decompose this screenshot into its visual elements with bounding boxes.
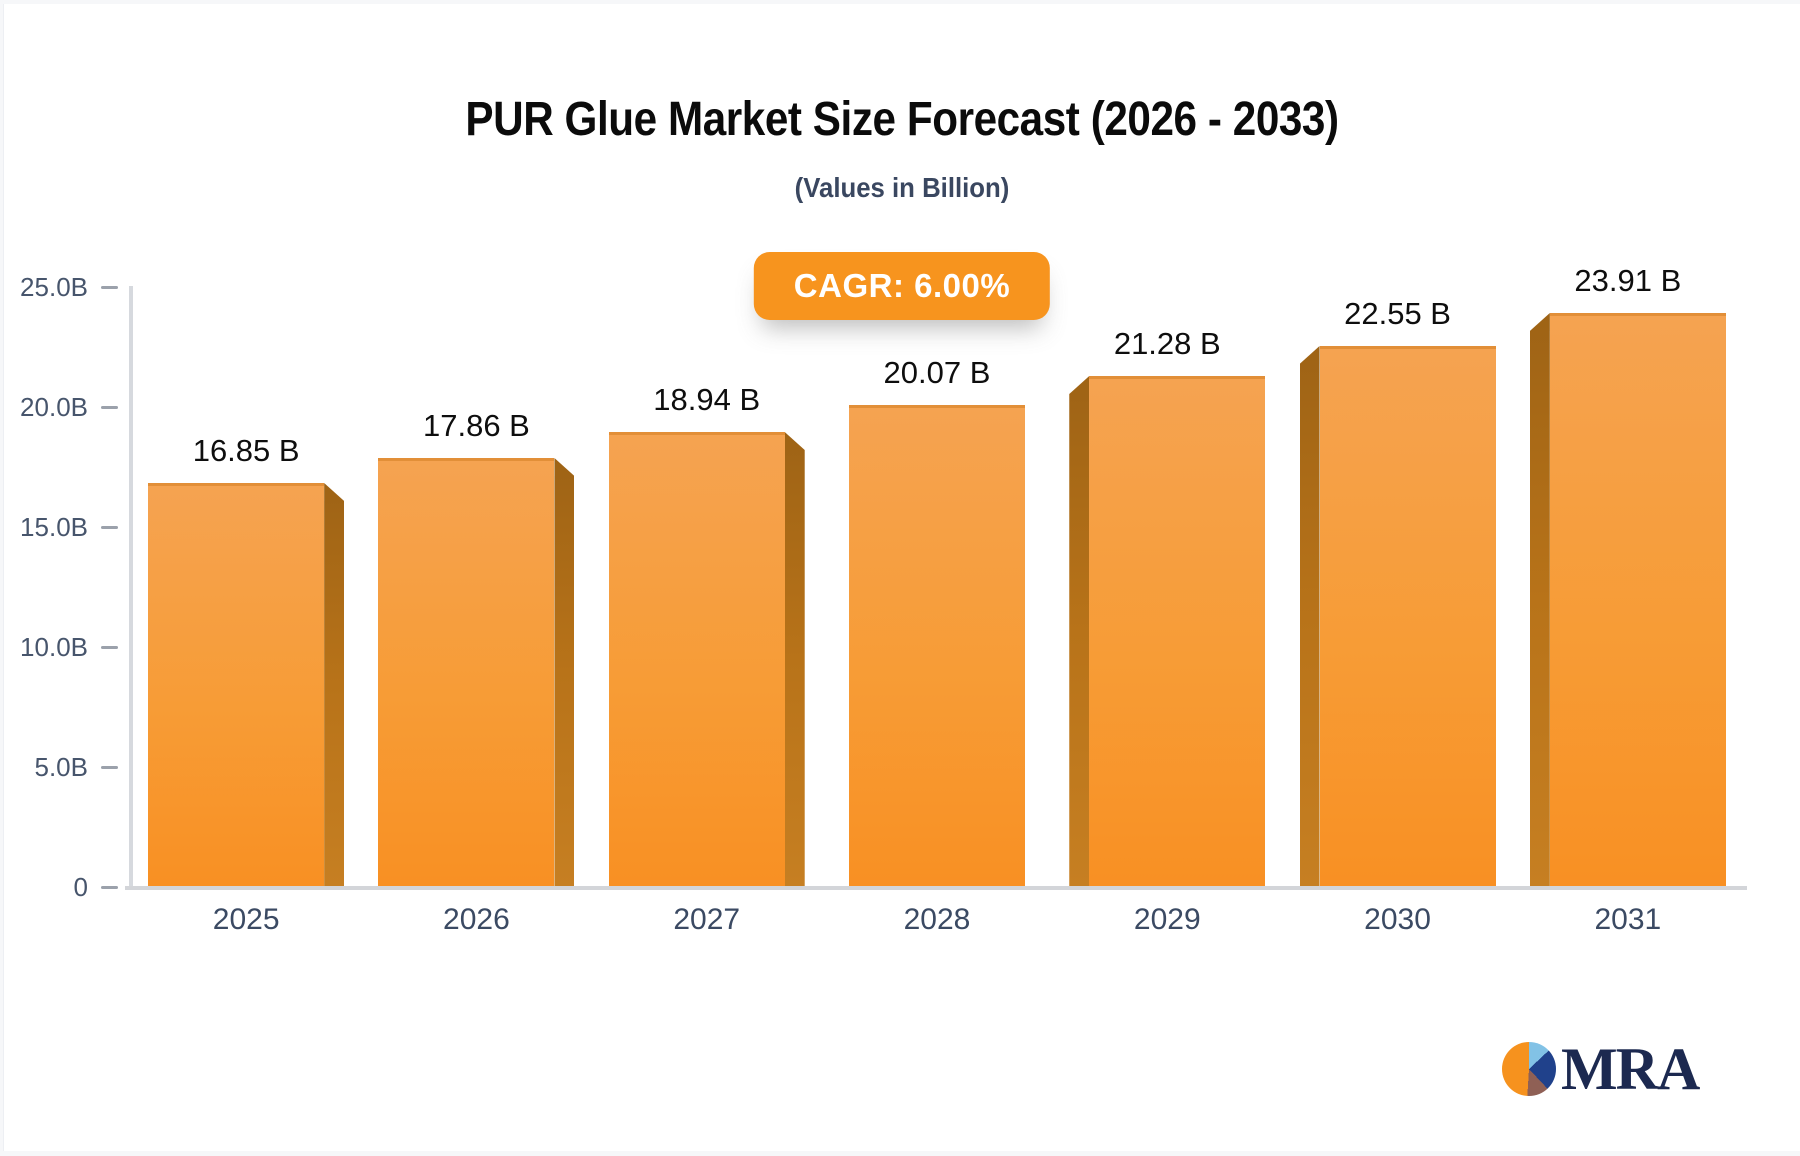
bar <box>848 405 1025 887</box>
bar-value-label: 17.86 B <box>422 408 530 443</box>
y-axis-tick-label: 0 <box>73 872 88 902</box>
bar-side-face <box>1299 346 1320 887</box>
bar-side-face <box>554 458 575 887</box>
bar-3d <box>148 483 345 887</box>
bar-group-2029: 21.28 B 2029 <box>1052 286 1282 936</box>
y-axis-tick-mark <box>101 406 118 409</box>
y-axis-tick-mark <box>101 526 118 529</box>
y-axis-tick-label: 10.0B <box>20 632 88 662</box>
bar-group-2027: 18.94 B 2027 <box>592 286 822 936</box>
bar <box>1549 313 1726 887</box>
pie-chart-logo-icon <box>1502 1042 1556 1096</box>
chart-subtitle: (Values in Billion) <box>794 172 1010 203</box>
bar-3d <box>1299 346 1496 887</box>
bar <box>148 483 325 887</box>
bar-value-label: 16.85 B <box>192 433 300 468</box>
bar-side-face <box>1529 313 1550 887</box>
bar <box>1319 346 1496 887</box>
y-axis-tick-label: 25.0B <box>20 272 88 302</box>
bar-3d <box>378 458 575 887</box>
bar-side-face <box>1069 376 1090 887</box>
cagr-badge: CAGR: 6.00% <box>753 252 1051 320</box>
x-axis-label: 2029 <box>1133 903 1201 936</box>
bar-plot-area: 16.85 B 2025 17.86 B 2026 18.94 B 2027 20.07 B… <box>131 263 1743 936</box>
bar-value-label: 23.91 B <box>1574 263 1682 298</box>
bar-3d <box>608 432 805 887</box>
bar-group-2026: 17.86 B 2026 <box>361 286 591 936</box>
y-axis-tick-label: 15.0B <box>20 512 88 542</box>
brand-logo-text: MRA <box>1561 1036 1700 1102</box>
bar <box>608 432 785 887</box>
y-axis-tick-mark <box>101 646 118 649</box>
bar-group-2030: 22.55 B 2030 <box>1282 286 1512 936</box>
bar-3d <box>1069 376 1266 887</box>
bar-value-label: 21.28 B <box>1113 326 1221 361</box>
bar-value-label: 22.55 B <box>1344 296 1451 331</box>
y-axis-tick-mark <box>101 766 118 769</box>
x-axis-line <box>125 886 1747 890</box>
y-axis-tick-label: 20.0B <box>20 392 88 422</box>
bar-side-face <box>324 483 345 887</box>
x-axis-label: 2025 <box>212 903 280 936</box>
bar <box>1089 376 1266 887</box>
brand-logo: MRA <box>1502 1036 1700 1102</box>
x-axis-label: 2030 <box>1364 903 1431 936</box>
y-axis-tick-mark <box>101 286 118 289</box>
bar-value-label: 18.94 B <box>653 382 761 417</box>
x-axis-label: 2027 <box>673 903 741 936</box>
bar-group-2025: 16.85 B 2025 <box>131 286 361 936</box>
x-axis-label: 2026 <box>443 903 510 936</box>
bar <box>378 458 555 887</box>
bar-group-2028: 20.07 B 2028 <box>822 286 1052 936</box>
bar-3d <box>848 405 1025 887</box>
y-axis-tick-label: 5.0B <box>34 752 89 782</box>
x-axis-label: 2028 <box>903 903 971 936</box>
chart-title: PUR Glue Market Size Forecast (2026 - 20… <box>465 93 1339 146</box>
x-axis-label: 2031 <box>1594 903 1662 936</box>
bar-value-label: 20.07 B <box>883 355 991 390</box>
y-axis-tick-mark <box>101 886 118 889</box>
bar-side-face <box>784 432 805 887</box>
bar-group-2031: 23.91 B 2031 <box>1513 263 1743 936</box>
y-axis-line <box>129 286 133 888</box>
bar-3d <box>1529 313 1726 887</box>
